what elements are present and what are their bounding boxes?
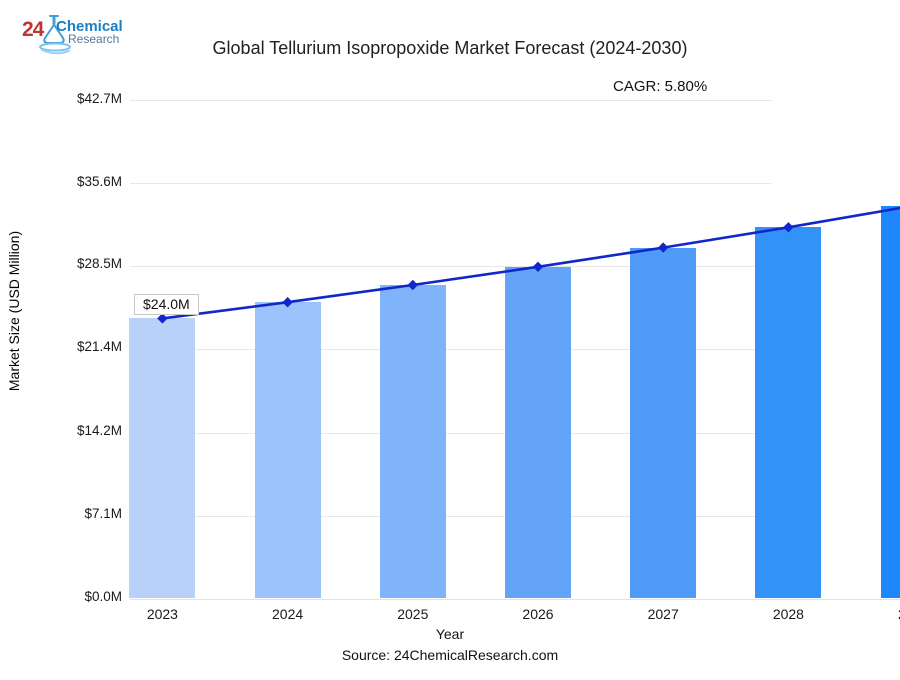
x-tick-label: 2029 — [874, 606, 900, 622]
logo-number: 24 — [22, 18, 44, 41]
y-tick-label: $7.1M — [84, 506, 122, 521]
x-axis-title: Year — [435, 626, 465, 642]
x-tick-label: 2023 — [146, 606, 178, 622]
bar-2024[interactable] — [254, 302, 321, 599]
x-tick-label: 2028 — [772, 606, 804, 622]
gridline — [130, 183, 771, 185]
x-axis-line — [130, 598, 900, 600]
gridline — [130, 100, 771, 102]
gridline — [130, 432, 771, 434]
bar-2027[interactable] — [630, 247, 697, 599]
y-axis-title: Market Size (USD Million) — [6, 230, 22, 392]
y-tick-label: $14.2M — [76, 423, 122, 439]
cagr-annotation: CAGR: 5.80% — [613, 78, 708, 95]
y-tick-label: $21.4M — [76, 339, 122, 355]
x-tick-label: 2027 — [647, 606, 679, 622]
gridline — [130, 515, 771, 517]
brand-logo: 24 Chemical Research — [18, 10, 138, 55]
bar-2028[interactable] — [755, 227, 822, 599]
y-tick-label: $35.6M — [76, 173, 122, 189]
chart-title: Global Tellurium Isopropoxide Market For… — [212, 38, 688, 58]
bar-2026[interactable] — [505, 266, 571, 599]
bar-2025[interactable] — [379, 285, 446, 599]
y-tick-label: $42.7M — [76, 90, 122, 106]
bar-2029[interactable] — [880, 205, 900, 599]
flask-icon — [39, 15, 71, 55]
source-credit: Source: 24ChemicalResearch.com — [341, 647, 559, 663]
data-label-2023: $24.0M — [134, 294, 199, 315]
x-tick-label: 2024 — [272, 606, 304, 622]
logo-text-research: Research — [68, 32, 120, 46]
y-tick-label: $28.5M — [76, 256, 122, 272]
y-tick-label: $0.0M — [84, 588, 122, 604]
x-tick-label: 2025 — [397, 606, 429, 622]
gridline — [130, 348, 771, 350]
logo-text-chemical: Chemical — [56, 18, 123, 35]
bar-2023[interactable] — [129, 318, 196, 599]
x-tick-label: 2026 — [522, 606, 554, 622]
